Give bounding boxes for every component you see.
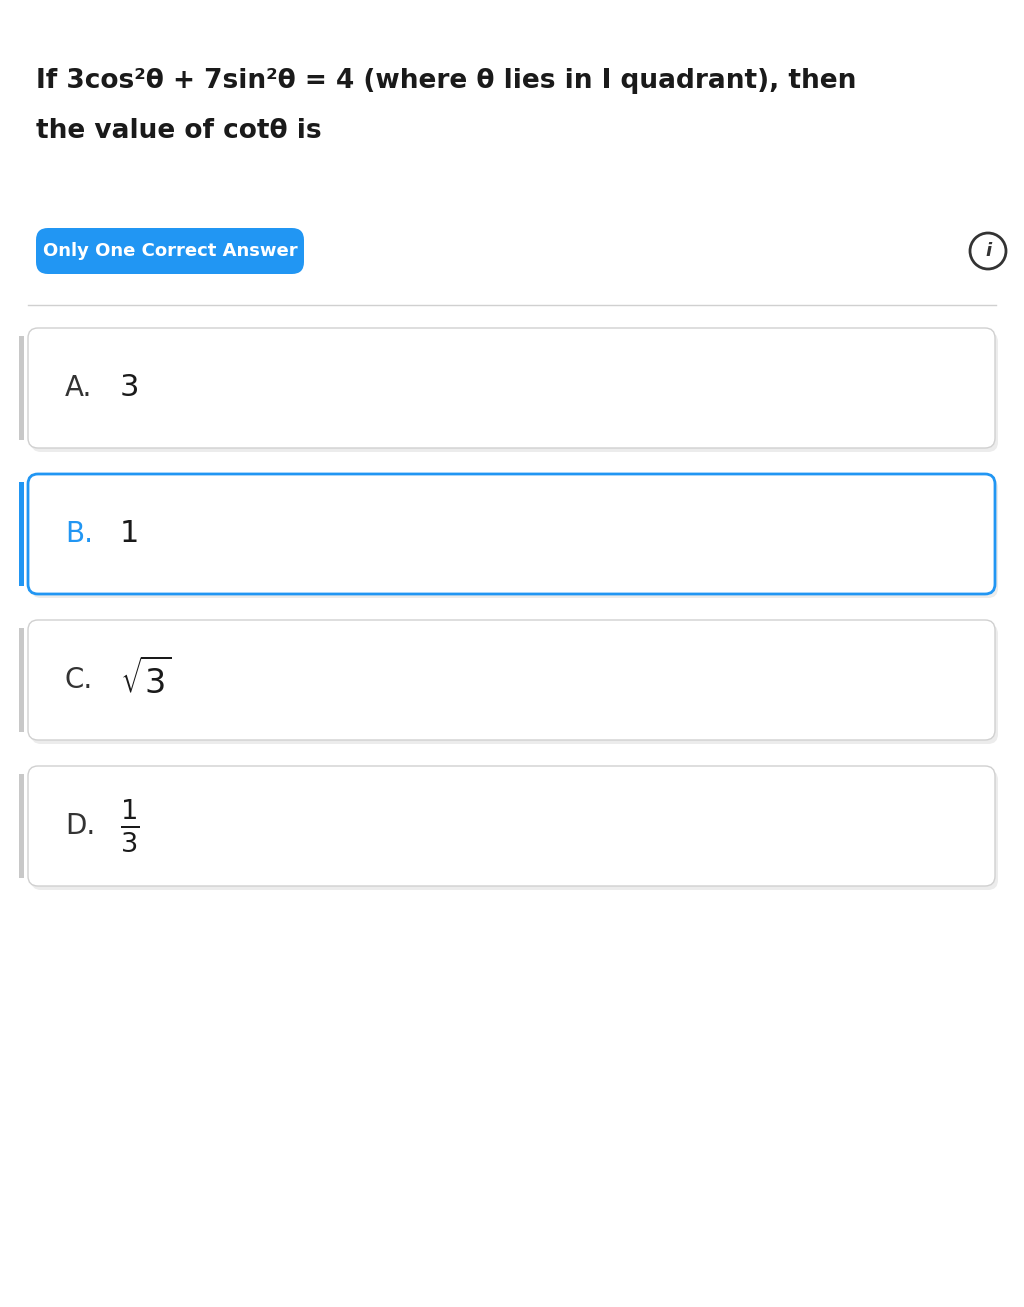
Text: B.: B. <box>65 520 93 548</box>
Text: If 3cos²θ + 7sin²θ = 4 (where θ lies in I quadrant), then: If 3cos²θ + 7sin²θ = 4 (where θ lies in … <box>36 68 856 94</box>
FancyBboxPatch shape <box>28 474 995 593</box>
Text: $\frac{1}{3}$: $\frac{1}{3}$ <box>120 797 139 855</box>
Text: 1: 1 <box>120 519 139 549</box>
FancyBboxPatch shape <box>31 770 998 890</box>
Bar <box>19 627 24 732</box>
Text: the value of cotθ is: the value of cotθ is <box>36 118 322 144</box>
FancyBboxPatch shape <box>31 623 998 744</box>
Text: C.: C. <box>65 667 93 694</box>
FancyBboxPatch shape <box>28 766 995 886</box>
Text: A.: A. <box>65 374 92 403</box>
Bar <box>19 482 24 586</box>
FancyBboxPatch shape <box>28 620 995 740</box>
Text: 3: 3 <box>120 374 139 403</box>
Text: $\sqrt{3}$: $\sqrt{3}$ <box>120 659 172 701</box>
Bar <box>19 774 24 878</box>
Text: D.: D. <box>65 812 95 840</box>
FancyBboxPatch shape <box>31 332 998 452</box>
Text: Only One Correct Answer: Only One Correct Answer <box>43 242 297 260</box>
Bar <box>19 336 24 440</box>
FancyBboxPatch shape <box>31 478 998 599</box>
FancyBboxPatch shape <box>36 227 304 274</box>
FancyBboxPatch shape <box>28 328 995 448</box>
Text: i: i <box>985 242 991 260</box>
